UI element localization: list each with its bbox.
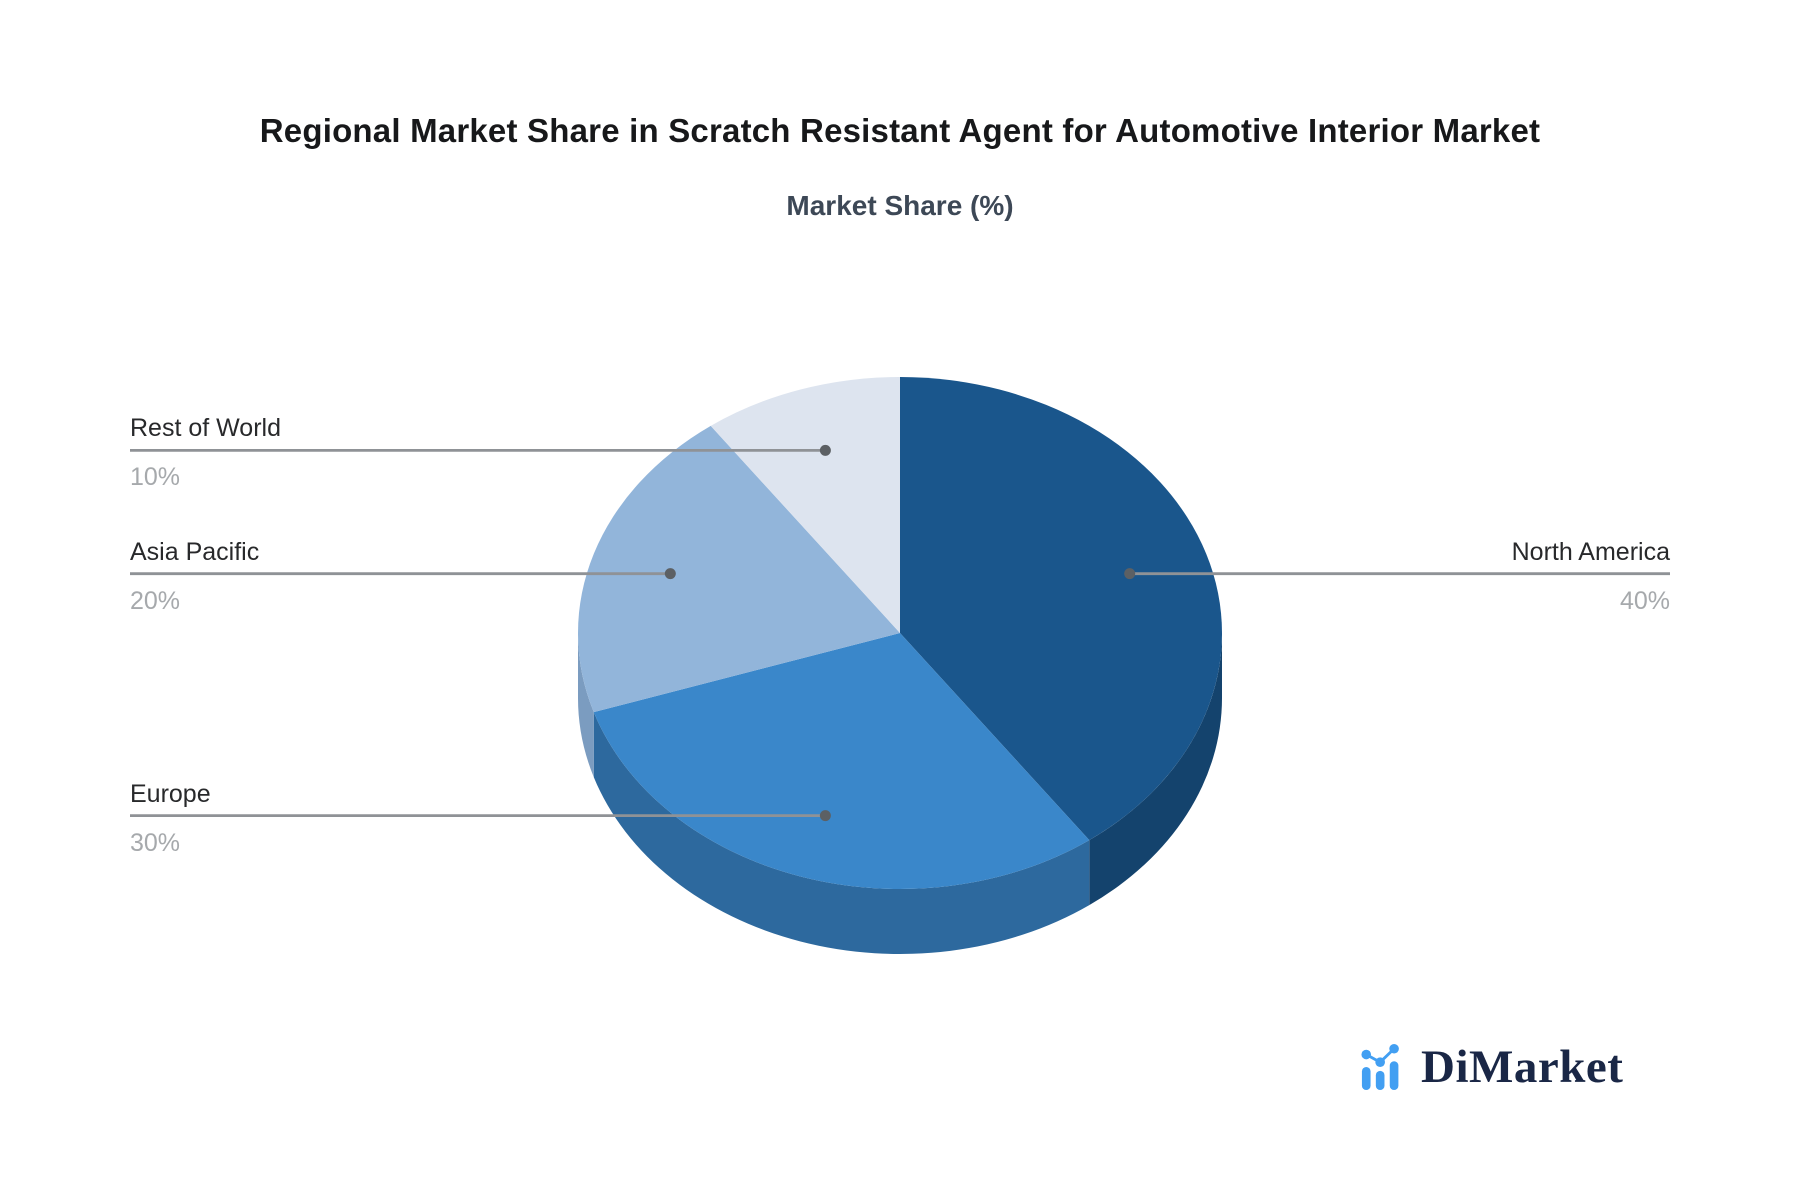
pie-slice-side-asia-pacific (578, 633, 594, 778)
slice-label-block-north-america: North America 40% (1512, 537, 1670, 616)
pie-slice-europe[interactable] (593, 633, 1090, 889)
slice-label-text: Asia Pacific (130, 537, 260, 566)
slice-label-block-rest-of-world: Rest of World 10% (130, 413, 281, 492)
logo-text: DiMarket (1421, 1041, 1624, 1093)
pie-slice-side-europe (593, 712, 1090, 954)
leader-dot-rest-of-world (819, 444, 831, 456)
slice-label-block-europe: Europe 30% (130, 779, 211, 858)
chart-subtitle: Market Share (%) (786, 190, 1014, 221)
slice-pct-text: 20% (130, 586, 181, 615)
slice-label-text: Europe (130, 779, 211, 808)
leader-dot-europe (819, 810, 831, 822)
pie-slice-asia-pacific[interactable] (578, 425, 900, 713)
slice-pct-text: 10% (130, 463, 181, 492)
pie-slice-north-america[interactable] (900, 377, 1222, 841)
slice-label-text: Rest of World (130, 414, 281, 443)
slice-label-text: North America (1511, 537, 1670, 566)
pie-slice-side-north-america (1089, 633, 1222, 906)
leader-dot-asia-pacific (664, 568, 676, 580)
chart-title: Regional Market Share in Scratch Resista… (259, 112, 1541, 149)
slice-pct-text: 40% (1619, 586, 1670, 615)
leader-dot-north-america (1124, 568, 1136, 580)
dimarket-logo: DiMarket (1360, 1040, 1623, 1094)
bar-chart-logo-icon (1361, 1043, 1399, 1091)
slice-label-block-asia-pacific: Asia Pacific 20% (130, 537, 259, 616)
pie-slice-rest-of-world[interactable] (710, 377, 900, 633)
slice-pct-text: 30% (130, 828, 181, 857)
